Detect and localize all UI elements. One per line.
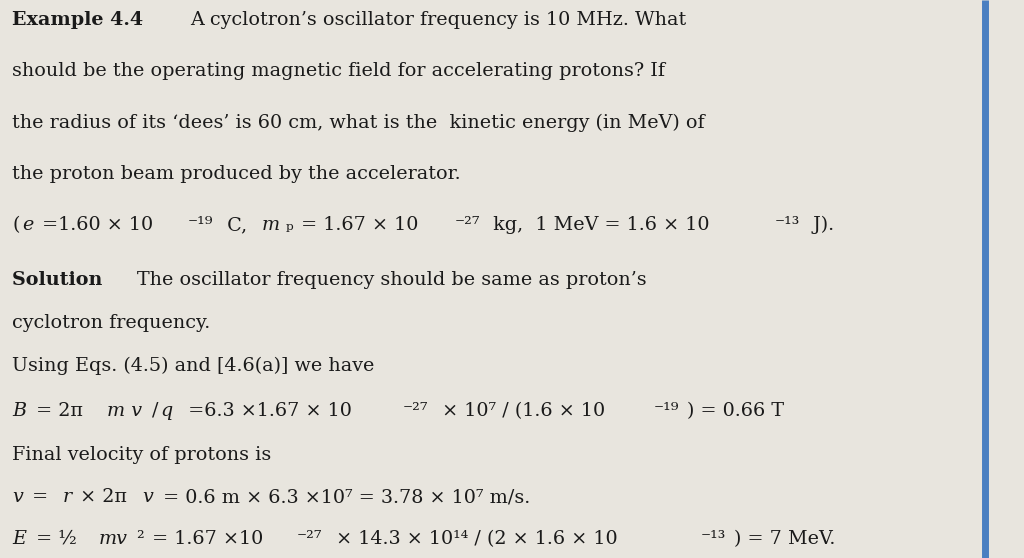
Text: ⁻¹³: ⁻¹³ <box>701 530 727 548</box>
Text: m v: m v <box>106 402 141 420</box>
Text: × 10⁷ / (1.6 × 10: × 10⁷ / (1.6 × 10 <box>436 402 605 420</box>
Text: ⁻¹⁹: ⁻¹⁹ <box>654 402 680 420</box>
Text: should be the operating magnetic field for accelerating protons? If: should be the operating magnetic field f… <box>12 62 666 80</box>
Text: mv: mv <box>98 530 127 548</box>
Text: the radius of its ‘dees’ is 60 cm, what is the  kinetic energy (in MeV) of: the radius of its ‘dees’ is 60 cm, what … <box>12 113 705 132</box>
Text: /: / <box>152 402 159 420</box>
Text: ²: ² <box>136 530 143 548</box>
Text: (: ( <box>12 217 19 234</box>
Text: Final velocity of protons is: Final velocity of protons is <box>12 446 271 464</box>
Text: = 2π: = 2π <box>31 402 89 420</box>
Text: ⁻²⁷: ⁻²⁷ <box>402 402 428 420</box>
Text: =6.3 ×1.67 × 10: =6.3 ×1.67 × 10 <box>176 402 352 420</box>
Text: = ½: = ½ <box>31 530 83 548</box>
Text: Using Eqs. (4.5) and [4.6(a)] we have: Using Eqs. (4.5) and [4.6(a)] we have <box>12 356 375 374</box>
Text: =: = <box>27 488 54 506</box>
Text: ) = 0.66 T: ) = 0.66 T <box>687 402 784 420</box>
Text: ₚ: ₚ <box>286 217 293 234</box>
Text: the proton beam produced by the accelerator.: the proton beam produced by the accelera… <box>12 165 461 183</box>
Text: A cyclotron’s oscillator frequency is 10 MHz. What: A cyclotron’s oscillator frequency is 10… <box>190 11 686 29</box>
Text: ) = 7 MeV.: ) = 7 MeV. <box>734 530 836 548</box>
Text: ⁻²⁷: ⁻²⁷ <box>297 530 323 548</box>
Text: E: E <box>12 530 27 548</box>
Text: ⁻¹³: ⁻¹³ <box>774 217 800 234</box>
Text: B: B <box>12 402 27 420</box>
Text: e: e <box>22 217 33 234</box>
Text: ⁻²⁷: ⁻²⁷ <box>455 217 480 234</box>
Text: = 1.67 × 10: = 1.67 × 10 <box>295 217 419 234</box>
Text: ⁻¹⁹: ⁻¹⁹ <box>187 217 213 234</box>
Text: Solution: Solution <box>12 271 110 288</box>
Text: =1.60 × 10: =1.60 × 10 <box>37 217 154 234</box>
Text: × 2π: × 2π <box>75 488 127 506</box>
Text: Example 4.4: Example 4.4 <box>12 11 151 29</box>
Text: v: v <box>142 488 154 506</box>
Text: v: v <box>12 488 23 506</box>
Text: cyclotron frequency.: cyclotron frequency. <box>12 314 211 331</box>
Text: The oscillator frequency should be same as proton’s: The oscillator frequency should be same … <box>137 271 647 288</box>
Text: = 0.6 m × 6.3 ×10⁷ = 3.78 × 10⁷ m/s.: = 0.6 m × 6.3 ×10⁷ = 3.78 × 10⁷ m/s. <box>157 488 529 506</box>
Text: q: q <box>160 402 172 420</box>
Text: = 1.67 ×10: = 1.67 ×10 <box>145 530 263 548</box>
Text: m: m <box>262 217 281 234</box>
Text: C,: C, <box>220 217 253 234</box>
Text: kg,  1 MeV = 1.6 × 10: kg, 1 MeV = 1.6 × 10 <box>487 217 710 234</box>
Text: × 14.3 × 10¹⁴ / (2 × 1.6 × 10: × 14.3 × 10¹⁴ / (2 × 1.6 × 10 <box>330 530 617 548</box>
Text: J).: J). <box>807 216 835 234</box>
Text: r: r <box>62 488 72 506</box>
